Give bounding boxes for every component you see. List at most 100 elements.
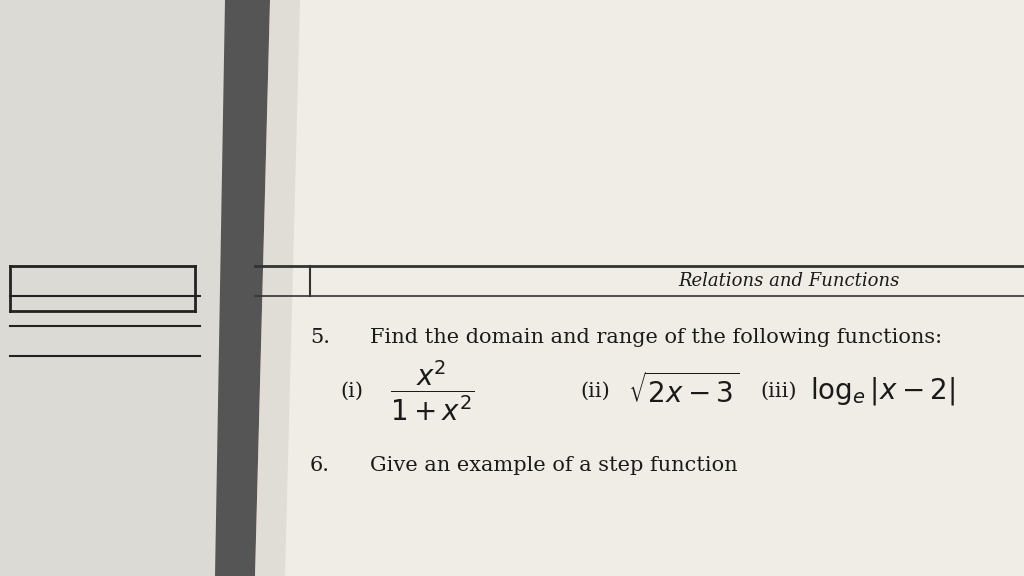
Text: 5.: 5. — [310, 328, 330, 347]
Ellipse shape — [28, 134, 70, 193]
Ellipse shape — [413, 62, 489, 188]
Polygon shape — [215, 0, 270, 576]
Ellipse shape — [708, 188, 813, 294]
Ellipse shape — [480, 13, 616, 60]
Ellipse shape — [205, 121, 356, 255]
Ellipse shape — [0, 306, 63, 365]
Ellipse shape — [455, 77, 524, 274]
Ellipse shape — [592, 82, 802, 268]
Ellipse shape — [278, 264, 348, 344]
Ellipse shape — [0, 8, 71, 131]
Ellipse shape — [719, 280, 856, 439]
Ellipse shape — [251, 199, 303, 222]
Ellipse shape — [31, 127, 158, 173]
Ellipse shape — [659, 51, 758, 189]
Ellipse shape — [374, 0, 435, 104]
Ellipse shape — [593, 329, 649, 416]
Ellipse shape — [182, 206, 257, 263]
Ellipse shape — [677, 147, 773, 242]
Ellipse shape — [487, 0, 634, 55]
Ellipse shape — [607, 175, 772, 309]
Ellipse shape — [720, 277, 857, 313]
Ellipse shape — [0, 100, 78, 194]
Ellipse shape — [785, 329, 945, 406]
Ellipse shape — [237, 209, 345, 324]
Ellipse shape — [0, 142, 56, 225]
Text: Relations and Functions: Relations and Functions — [679, 272, 900, 290]
Ellipse shape — [458, 203, 691, 328]
Ellipse shape — [207, 215, 431, 343]
Ellipse shape — [634, 50, 744, 213]
Ellipse shape — [284, 186, 383, 274]
Ellipse shape — [480, 5, 715, 77]
Ellipse shape — [233, 145, 370, 242]
Text: (ii): (ii) — [580, 381, 609, 400]
Ellipse shape — [42, 276, 198, 369]
Ellipse shape — [849, 96, 979, 251]
Ellipse shape — [841, 54, 935, 219]
Ellipse shape — [489, 6, 646, 156]
Ellipse shape — [598, 153, 740, 321]
Ellipse shape — [216, 241, 316, 336]
Ellipse shape — [465, 2, 595, 119]
Ellipse shape — [605, 107, 695, 182]
Ellipse shape — [777, 70, 910, 192]
Ellipse shape — [657, 122, 736, 231]
Ellipse shape — [173, 281, 282, 381]
Ellipse shape — [886, 98, 918, 184]
Ellipse shape — [507, 0, 610, 79]
Text: (i): (i) — [340, 381, 362, 400]
Ellipse shape — [683, 187, 853, 270]
Ellipse shape — [830, 81, 908, 128]
Ellipse shape — [490, 56, 559, 109]
Ellipse shape — [179, 241, 365, 327]
Ellipse shape — [0, 0, 71, 44]
Text: $\dfrac{x^2}{1+x^2}$: $\dfrac{x^2}{1+x^2}$ — [390, 359, 474, 423]
Ellipse shape — [808, 65, 919, 169]
Ellipse shape — [121, 230, 201, 286]
Ellipse shape — [478, 61, 552, 181]
Ellipse shape — [906, 0, 987, 75]
Polygon shape — [255, 0, 1024, 576]
Polygon shape — [255, 0, 300, 576]
Ellipse shape — [337, 0, 445, 62]
Ellipse shape — [839, 0, 999, 89]
Ellipse shape — [627, 176, 725, 366]
Ellipse shape — [665, 204, 780, 303]
Ellipse shape — [737, 233, 897, 312]
Ellipse shape — [151, 328, 248, 371]
Ellipse shape — [802, 163, 956, 267]
Ellipse shape — [891, 0, 1024, 48]
Ellipse shape — [489, 78, 589, 189]
Ellipse shape — [472, 203, 627, 316]
Ellipse shape — [218, 62, 296, 231]
Ellipse shape — [524, 154, 674, 368]
Ellipse shape — [634, 286, 776, 422]
Text: (iii): (iii) — [760, 381, 797, 400]
Ellipse shape — [667, 89, 751, 173]
Ellipse shape — [489, 202, 640, 298]
Polygon shape — [0, 0, 240, 576]
Ellipse shape — [644, 162, 780, 248]
Ellipse shape — [63, 135, 129, 181]
Ellipse shape — [376, 0, 453, 126]
Ellipse shape — [79, 221, 226, 344]
Ellipse shape — [409, 228, 542, 258]
Ellipse shape — [455, 67, 549, 172]
Ellipse shape — [750, 26, 874, 215]
Ellipse shape — [269, 232, 296, 297]
Ellipse shape — [0, 316, 96, 416]
Ellipse shape — [256, 160, 383, 200]
Ellipse shape — [544, 62, 690, 192]
Ellipse shape — [490, 62, 702, 214]
Ellipse shape — [465, 213, 552, 246]
Ellipse shape — [598, 281, 655, 367]
Ellipse shape — [24, 239, 110, 323]
Ellipse shape — [34, 161, 154, 350]
Ellipse shape — [306, 0, 446, 92]
Ellipse shape — [134, 162, 220, 263]
Ellipse shape — [856, 259, 906, 305]
Ellipse shape — [438, 209, 502, 293]
Ellipse shape — [157, 194, 241, 258]
Ellipse shape — [492, 56, 631, 176]
